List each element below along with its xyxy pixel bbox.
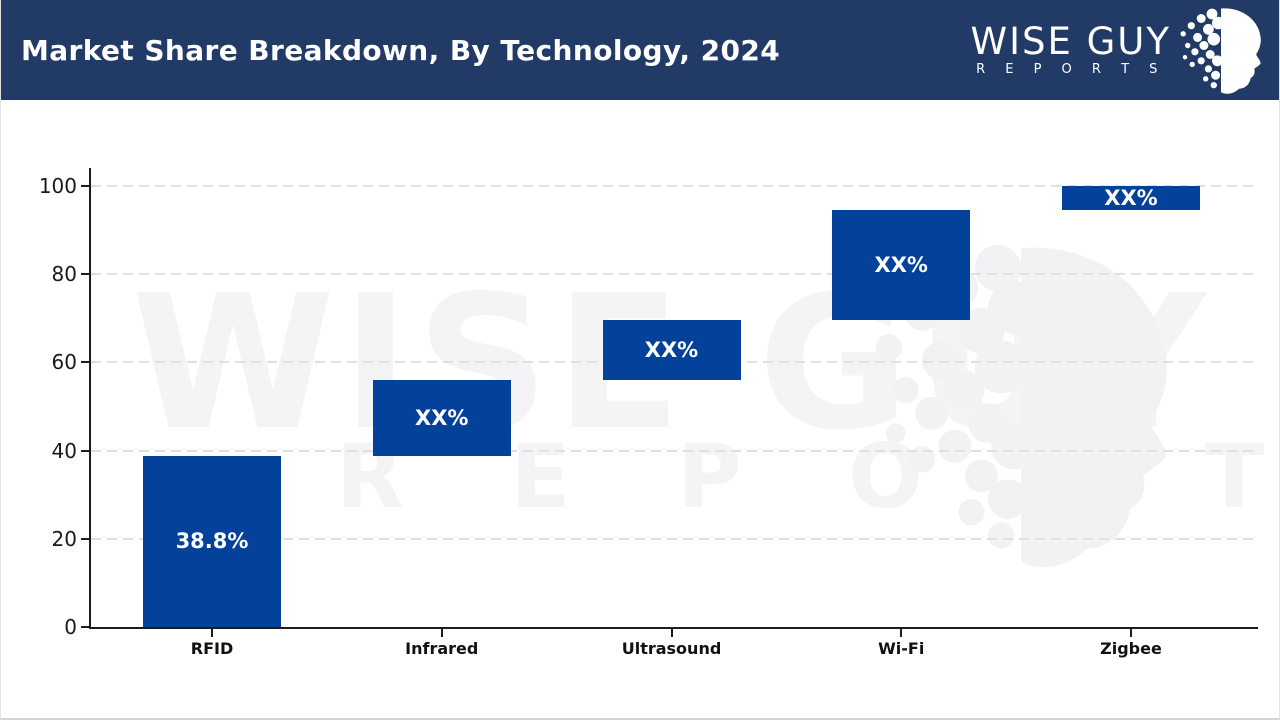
gridline-100 bbox=[91, 185, 1256, 187]
watermark-head-icon bbox=[875, 244, 1167, 568]
gridline-40 bbox=[91, 449, 1256, 452]
wiseguy-logo: WISE GUY R E P O R T S bbox=[971, 5, 1267, 95]
y-tick-label-0: 0 bbox=[64, 615, 77, 639]
bar-ultrasound: XX% bbox=[602, 320, 741, 381]
x-category-rfid: RFID bbox=[190, 639, 234, 658]
y-tick-20 bbox=[81, 537, 89, 540]
bar-wi-fi: XX% bbox=[832, 209, 971, 321]
logo-head-icon bbox=[1180, 8, 1261, 94]
y-tick-40 bbox=[81, 449, 89, 452]
bar-label-zigbee: XX% bbox=[1104, 185, 1158, 210]
bar-label-ultrasound: XX% bbox=[644, 338, 699, 363]
bar-rfid: 38.8% bbox=[143, 455, 281, 627]
y-tick-100 bbox=[81, 185, 89, 187]
chart-title: Market Share Breakdown, By Technology, 2… bbox=[21, 33, 781, 67]
x-category-ultrasound: Ultrasound bbox=[621, 639, 722, 658]
logo-wordmark: WISE GUY R E P O R T S bbox=[971, 23, 1171, 77]
y-tick-label-100: 100 bbox=[38, 174, 77, 198]
x-category-zigbee: Zigbee bbox=[1100, 639, 1162, 658]
gridline-20 bbox=[91, 537, 1256, 540]
bar-label-rfid: 38.8% bbox=[175, 529, 249, 554]
bar-zigbee: XX% bbox=[1062, 186, 1200, 210]
y-tick-label-80: 80 bbox=[51, 262, 77, 287]
logo-line2: R E P O R T S bbox=[976, 62, 1166, 77]
y-tick-label-20: 20 bbox=[51, 526, 77, 551]
bar-infrared: XX% bbox=[372, 380, 511, 456]
y-tick-label-40: 40 bbox=[51, 438, 77, 463]
x-category-infrared: Infrared bbox=[405, 639, 479, 658]
bar-label-infrared: XX% bbox=[415, 405, 469, 430]
x-tick-ultrasound bbox=[670, 629, 673, 637]
header-bar: Market Share Breakdown, By Technology, 2… bbox=[1, 0, 1279, 100]
y-axis-line bbox=[89, 168, 91, 629]
bar-label-wi-fi: XX% bbox=[874, 252, 928, 277]
x-axis-line bbox=[89, 627, 1258, 629]
y-tick-80 bbox=[81, 273, 89, 276]
x-tick-wi-fi bbox=[900, 629, 903, 637]
y-tick-60 bbox=[81, 361, 89, 364]
x-tick-infrared bbox=[440, 629, 443, 637]
x-tick-zigbee bbox=[1130, 629, 1132, 637]
gridline-80 bbox=[91, 273, 1256, 276]
x-tick-rfid bbox=[211, 629, 213, 637]
logo-line1: WISE GUY bbox=[970, 20, 1171, 63]
y-tick-label-60: 60 bbox=[51, 350, 77, 375]
y-tick-0 bbox=[81, 626, 89, 628]
x-category-wi-fi: Wi-Fi bbox=[878, 639, 925, 658]
